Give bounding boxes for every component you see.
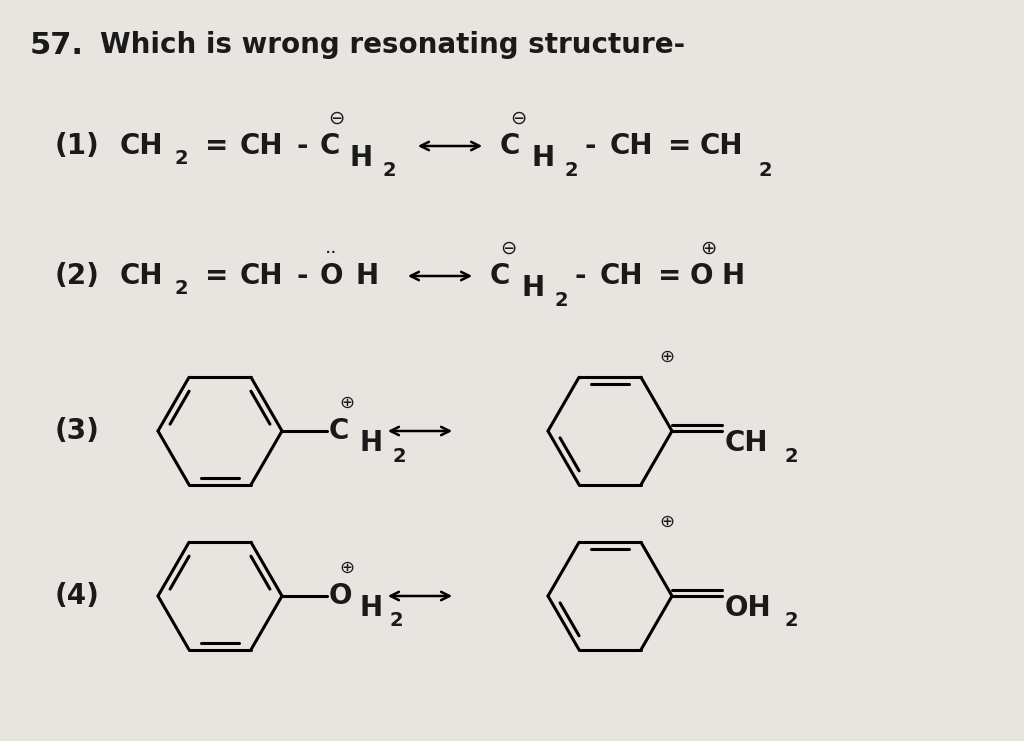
Text: 2: 2 bbox=[392, 447, 406, 465]
Text: (1): (1) bbox=[55, 132, 99, 160]
Text: C: C bbox=[490, 262, 510, 290]
Text: H: H bbox=[722, 262, 745, 290]
Text: ⊖: ⊖ bbox=[510, 108, 526, 127]
Text: O: O bbox=[690, 262, 714, 290]
Text: CH: CH bbox=[725, 429, 768, 457]
Text: C: C bbox=[500, 132, 520, 160]
Text: H: H bbox=[359, 429, 382, 457]
Text: =: = bbox=[668, 132, 691, 160]
Text: Which is wrong resonating structure-: Which is wrong resonating structure- bbox=[100, 31, 685, 59]
Text: =: = bbox=[205, 132, 228, 160]
Text: ⊕: ⊕ bbox=[659, 513, 675, 531]
Text: ⊖: ⊖ bbox=[500, 239, 516, 258]
Text: ⊕: ⊕ bbox=[339, 559, 354, 577]
Text: H: H bbox=[532, 144, 555, 172]
Text: 2: 2 bbox=[784, 611, 798, 631]
Text: (3): (3) bbox=[55, 417, 100, 445]
Text: OH: OH bbox=[725, 594, 772, 622]
Text: 2: 2 bbox=[555, 291, 568, 310]
Text: CH: CH bbox=[120, 132, 164, 160]
Text: ⊕: ⊕ bbox=[700, 239, 717, 258]
Text: 2: 2 bbox=[758, 162, 772, 181]
Text: (4): (4) bbox=[55, 582, 100, 610]
Text: H: H bbox=[522, 274, 545, 302]
Text: O: O bbox=[319, 262, 343, 290]
Text: -: - bbox=[575, 262, 587, 290]
Text: -: - bbox=[585, 132, 597, 160]
Text: =: = bbox=[658, 262, 681, 290]
Text: 2: 2 bbox=[175, 148, 188, 167]
Text: 57.: 57. bbox=[30, 31, 84, 60]
Text: 2: 2 bbox=[389, 611, 402, 631]
Text: =: = bbox=[205, 262, 228, 290]
Text: 2: 2 bbox=[175, 279, 188, 297]
Text: C: C bbox=[329, 417, 349, 445]
Text: H: H bbox=[359, 594, 382, 622]
Text: O: O bbox=[329, 582, 352, 610]
Text: 2: 2 bbox=[784, 447, 798, 465]
Text: C: C bbox=[319, 132, 340, 160]
Text: CH: CH bbox=[240, 262, 284, 290]
Text: H: H bbox=[350, 144, 373, 172]
Text: CH: CH bbox=[700, 132, 743, 160]
Text: ⊕: ⊕ bbox=[339, 394, 354, 412]
Text: ⊖: ⊖ bbox=[328, 108, 344, 127]
Text: ⊕: ⊕ bbox=[659, 348, 675, 366]
Text: CH: CH bbox=[600, 262, 643, 290]
Text: ..: .. bbox=[325, 239, 338, 258]
Text: CH: CH bbox=[120, 262, 164, 290]
Text: H: H bbox=[355, 262, 378, 290]
Text: 2: 2 bbox=[383, 162, 396, 181]
Text: -: - bbox=[297, 132, 308, 160]
Text: CH: CH bbox=[240, 132, 284, 160]
Text: 2: 2 bbox=[565, 162, 579, 181]
Text: (2): (2) bbox=[55, 262, 100, 290]
Text: CH: CH bbox=[610, 132, 653, 160]
Text: -: - bbox=[297, 262, 308, 290]
